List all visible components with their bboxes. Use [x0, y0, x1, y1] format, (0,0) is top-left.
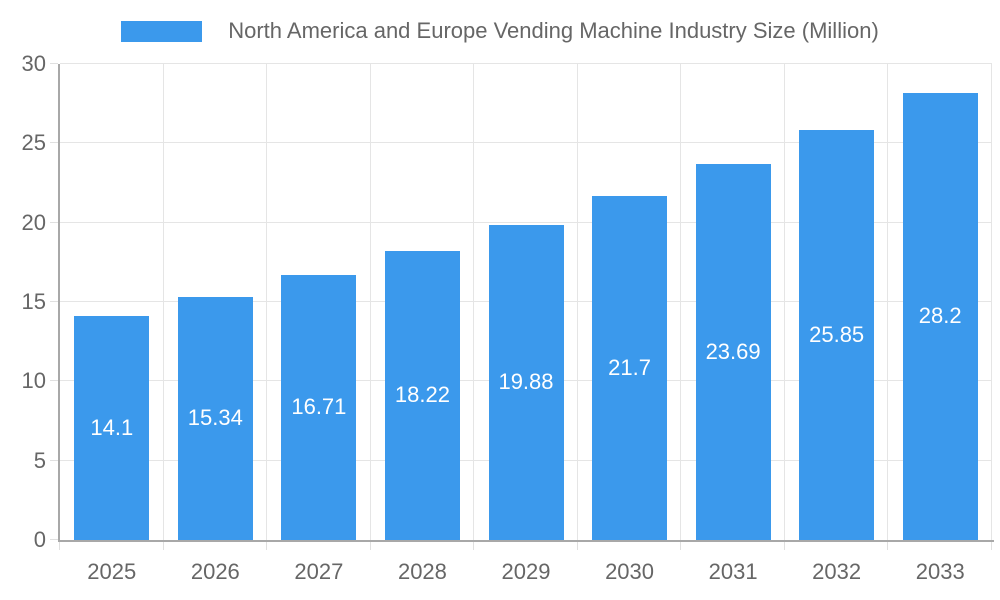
bar-2026[interactable] [177, 296, 253, 540]
x-axis-line [58, 540, 994, 542]
x-tick-label-2033: 2033 [915, 559, 965, 584]
bar-2025[interactable] [74, 316, 150, 540]
x-tick-mark [680, 542, 682, 550]
y-grid-line [60, 63, 992, 64]
x-grid-line [473, 64, 475, 540]
x-tick-mark [991, 542, 992, 550]
bar-2031[interactable] [695, 164, 771, 540]
x-tick-label-2027: 2027 [294, 559, 344, 584]
bar-2028[interactable] [384, 250, 460, 540]
x-grid-line [991, 64, 992, 540]
y-tick-mark [50, 301, 58, 302]
y-tick-label: 15 [21, 289, 46, 314]
x-tick-mark [783, 542, 785, 550]
x-tick-label-2025: 2025 [87, 559, 137, 584]
y-tick-mark [50, 221, 58, 223]
x-grid-line [162, 64, 164, 540]
x-grid-line [266, 64, 268, 540]
x-grid-line [783, 64, 785, 540]
bar-2030[interactable] [592, 195, 668, 540]
x-tick-label-2029: 2029 [501, 559, 551, 584]
x-tick-mark [369, 542, 371, 550]
x-grid-line [369, 64, 371, 540]
x-tick-label-2032: 2032 [812, 559, 862, 584]
y-tick-mark [50, 142, 58, 144]
x-tick-label-2028: 2028 [397, 559, 447, 584]
y-tick-label: 30 [21, 51, 46, 76]
legend-swatch [121, 20, 203, 42]
y-axis-line [58, 64, 60, 542]
x-grid-line [576, 64, 578, 540]
bar-2033[interactable] [902, 92, 978, 540]
bar-2032[interactable] [799, 129, 875, 540]
x-tick-mark [576, 542, 578, 550]
x-tick-label-2030: 2030 [605, 559, 655, 584]
bar-2029[interactable] [488, 224, 564, 540]
x-tick-label-2026: 2026 [190, 559, 240, 584]
x-tick-mark [887, 542, 889, 550]
y-grid-line [60, 142, 992, 144]
x-tick-mark [162, 542, 164, 550]
y-tick-mark [50, 539, 58, 540]
y-tick-mark [50, 459, 58, 461]
y-tick-mark [50, 380, 58, 382]
y-tick-label: 20 [21, 209, 46, 235]
x-tick-mark [266, 542, 268, 550]
x-tick-mark [59, 542, 60, 550]
legend-label: North America and Europe Vending Machine… [228, 18, 879, 43]
y-tick-mark [50, 63, 58, 64]
y-tick-label: 25 [21, 130, 46, 156]
x-tick-mark [473, 542, 475, 550]
bar-2027[interactable] [281, 274, 357, 540]
y-grid-line [60, 221, 992, 223]
y-tick-label: 10 [21, 368, 46, 394]
x-grid-line [680, 64, 682, 540]
x-grid-line [887, 64, 889, 540]
y-tick-label: 5 [33, 447, 46, 473]
y-tick-label: 0 [33, 527, 46, 552]
x-tick-label-2031: 2031 [708, 559, 758, 584]
legend-item[interactable]: North America and Europe Vending Machine… [0, 18, 1000, 44]
